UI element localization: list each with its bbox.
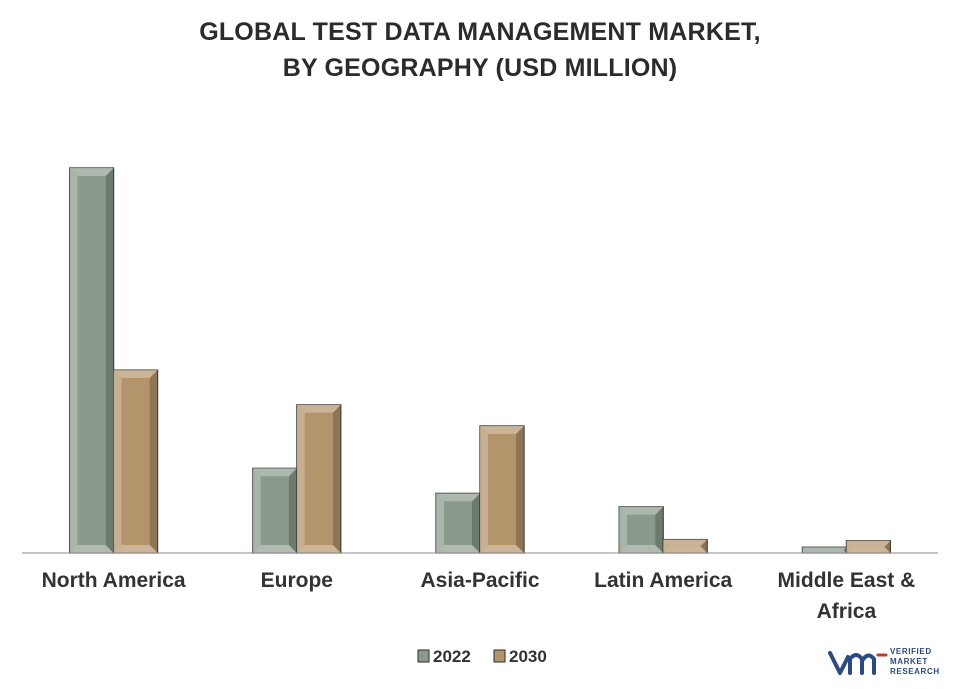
category-label: Latin America [594, 569, 732, 592]
bar-2022-middle-east-africa [801, 546, 848, 554]
chart-title-line-2: BY GEOGRAPHY (USD MILLION) [282, 54, 678, 82]
bar-2022-asia-pacific [435, 492, 481, 554]
bar-2030-north-america [112, 369, 159, 554]
category-label: North America [42, 569, 186, 592]
bar-2022-europe [252, 467, 298, 554]
category-label: Africa [817, 600, 877, 623]
legend-item-2022: 2022 [417, 647, 471, 666]
legend-label: 2030 [509, 647, 547, 666]
chart-title: GLOBAL TEST DATA MANAGEMENT MARKET, BY G… [0, 14, 960, 86]
category-labels: North America Europe Asia-Pacific Latin Ame… [42, 569, 916, 623]
logo-line-2: MARKET [890, 657, 928, 666]
legend-swatch [417, 649, 430, 663]
bar-2030-latin-america [662, 538, 708, 554]
logo-text: VERIFIED MARKET RESEARCH [890, 647, 940, 677]
bar-2022-latin-america [618, 506, 664, 554]
legend: 2022 2030 [417, 647, 547, 666]
bar-2030-europe [296, 404, 342, 554]
bar-2030-asia-pacific [479, 425, 525, 554]
logo-line-3: RESEARCH [890, 667, 940, 676]
legend-swatch [493, 649, 506, 663]
category-label: Asia-Pacific [420, 569, 539, 592]
legend-item-2030: 2030 [493, 647, 547, 666]
legend-label: 2022 [433, 647, 471, 666]
bar-2022-north-america [68, 167, 115, 554]
category-label: Middle East & [778, 569, 916, 592]
category-label: Europe [261, 569, 333, 592]
vmr-logo-icon [828, 651, 888, 675]
bar-2030-middle-east-africa [845, 540, 892, 554]
chart-title-line-1: GLOBAL TEST DATA MANAGEMENT MARKET, [199, 18, 761, 46]
bars-layer [68, 167, 892, 554]
logo-line-1: VERIFIED [890, 647, 932, 656]
verified-market-research-logo: VERIFIED MARKET RESEARCH [828, 645, 953, 681]
